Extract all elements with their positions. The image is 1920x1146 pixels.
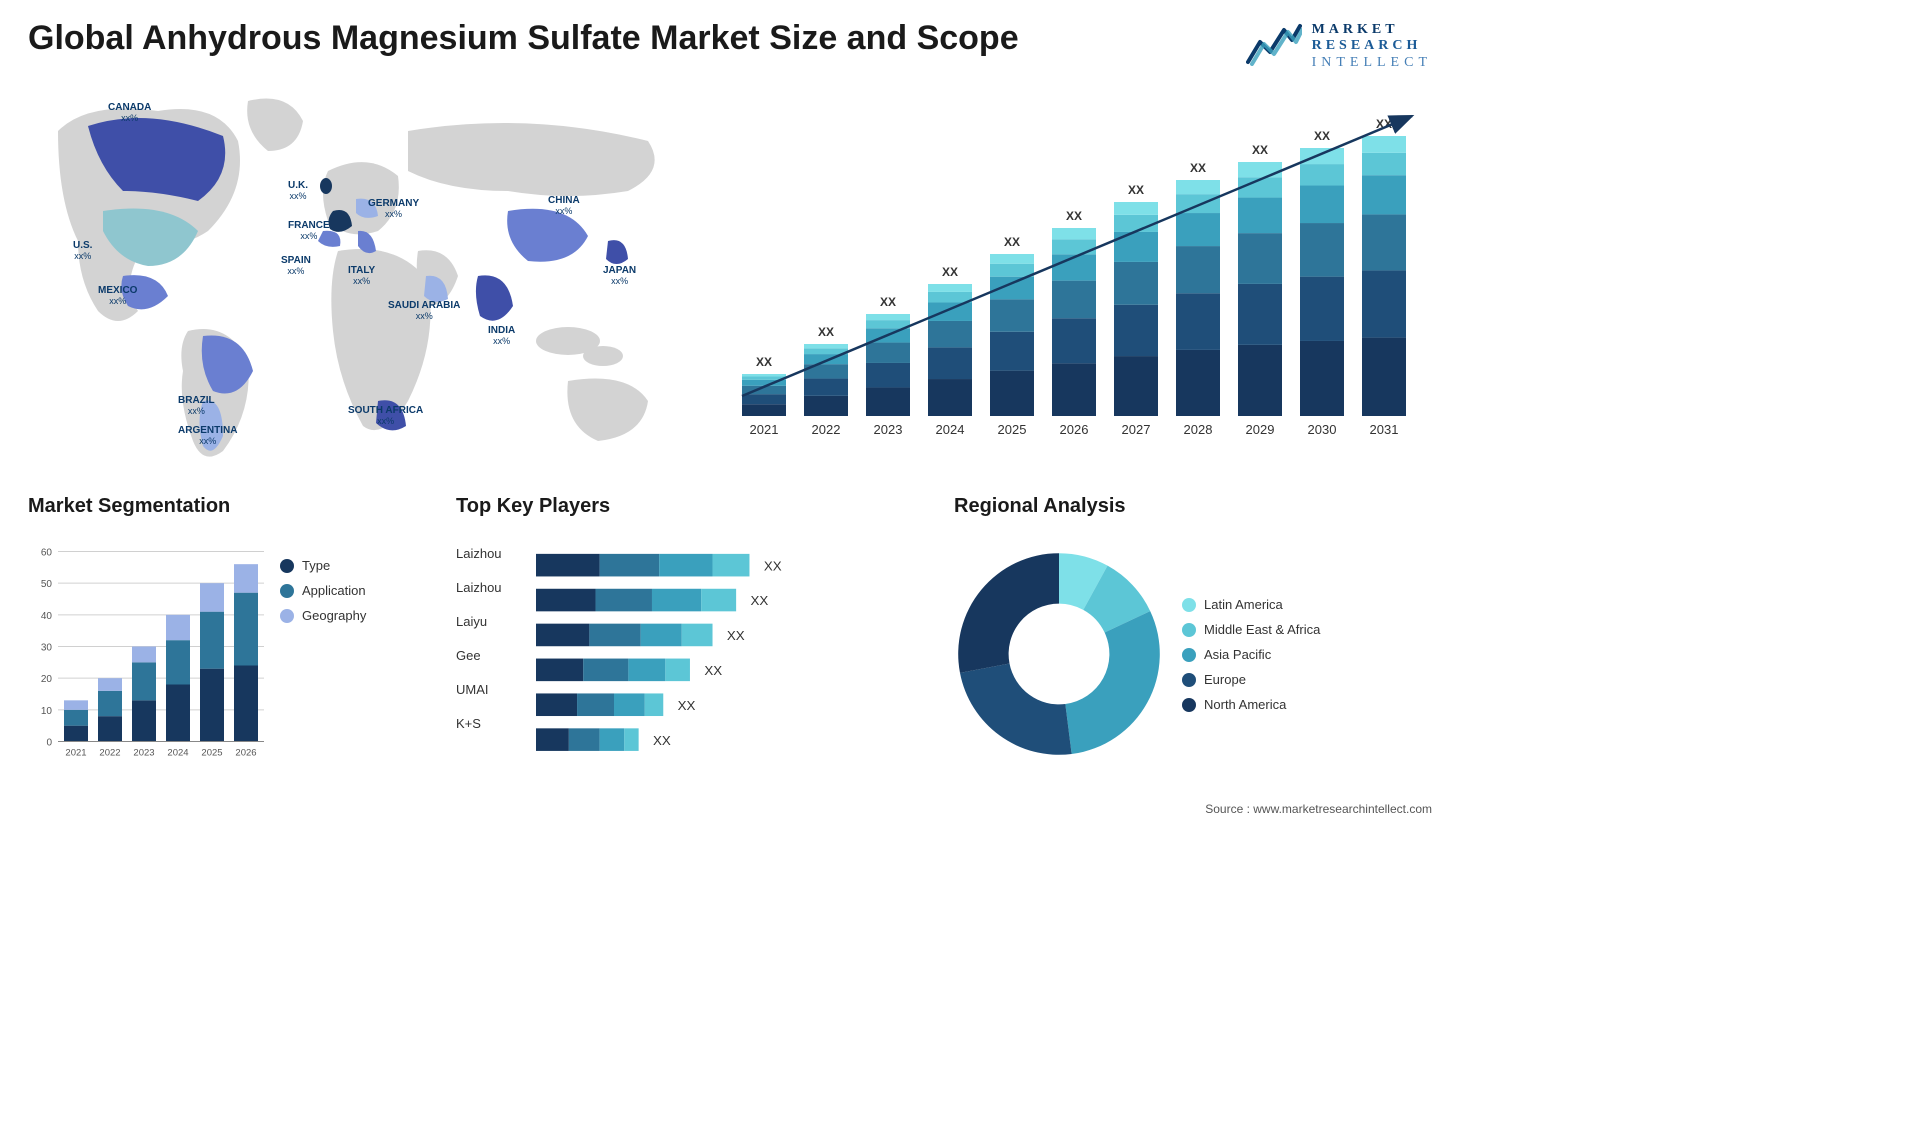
svg-text:XX: XX [1066, 209, 1082, 223]
svg-text:2030: 2030 [1308, 422, 1337, 437]
svg-text:20: 20 [41, 674, 53, 685]
infographic-page: Global Anhydrous Magnesium Sulfate Marke… [0, 0, 1460, 820]
segmentation-title: Market Segmentation [28, 495, 428, 518]
segmentation-chart-svg: 0 10 20 30 40 50 60 2021 2022 2023 2024 2025 2026 [28, 528, 268, 785]
svg-text:XX: XX [942, 265, 958, 279]
source-label: Source : [1205, 802, 1250, 816]
brand-icon [1246, 22, 1302, 71]
brand-line3: INTELLECT [1312, 55, 1432, 71]
page-title: Global Anhydrous Magnesium Sulfate Marke… [28, 18, 1019, 59]
donut-chart-svg [954, 549, 1164, 759]
brand-text: MARKET RESEARCH INTELLECT [1312, 22, 1432, 70]
regional-legend: Latin America Middle East & Africa Asia Pa… [1182, 591, 1432, 722]
svg-text:XX: XX [880, 295, 896, 309]
svg-text:2025: 2025 [998, 422, 1027, 437]
svg-text:40: 40 [41, 611, 53, 622]
world-map [28, 81, 688, 471]
region-legend-item: Europe [1182, 672, 1432, 687]
header: Global Anhydrous Magnesium Sulfate Marke… [28, 18, 1432, 71]
player-labels: LaizhouLaizhouLaiyuGeeUMAIK+S [456, 528, 536, 785]
players-body: LaizhouLaizhouLaiyuGeeUMAIK+S XXXXXXXXXX… [456, 528, 926, 785]
svg-text:2026: 2026 [1060, 422, 1089, 437]
svg-text:2028: 2028 [1184, 422, 1213, 437]
svg-text:2023: 2023 [133, 748, 154, 759]
seg-legend-application: Application [280, 583, 428, 598]
donut-holder [954, 549, 1164, 764]
bottom-row: Market Segmentation 0 10 20 30 40 50 60 2021 202… [28, 495, 1432, 785]
svg-text:0: 0 [46, 738, 52, 749]
forecast-chart: XX 2021 XX 2022 XX 2023 XX 2024 XX 2025 XX 2026 XX 20… [712, 81, 1432, 471]
region-legend-item: North America [1182, 697, 1432, 712]
svg-text:2024: 2024 [936, 422, 965, 437]
segmentation-body: 0 10 20 30 40 50 60 2021 2022 2023 2024 2025 2026 Ty… [28, 528, 428, 785]
svg-text:2025: 2025 [201, 748, 222, 759]
region-legend-item: Middle East & Africa [1182, 622, 1432, 637]
svg-text:XX: XX [751, 593, 769, 608]
svg-text:XX: XX [653, 733, 671, 748]
segmentation-legend: Type Application Geography [280, 528, 428, 785]
svg-text:XX: XX [704, 663, 722, 678]
svg-text:2021: 2021 [750, 422, 779, 437]
source-line: Source : www.marketresearchintellect.com [1205, 802, 1432, 816]
region-legend-item: Latin America [1182, 597, 1432, 612]
svg-text:XX: XX [1128, 183, 1144, 197]
svg-text:2023: 2023 [874, 422, 903, 437]
players-chart-svg: XX XX XX XX XX XX [536, 528, 926, 785]
segmentation-panel: Market Segmentation 0 10 20 30 40 50 60 2021 202… [28, 495, 428, 785]
svg-text:XX: XX [1190, 161, 1206, 175]
forecast-chart-svg: XX 2021 XX 2022 XX 2023 XX 2024 XX 2025 XX 2026 XX 20… [712, 81, 1432, 471]
player-label: K+S [456, 706, 536, 740]
svg-text:XX: XX [756, 355, 772, 369]
player-label: Laiyu [456, 604, 536, 638]
svg-text:XX: XX [818, 325, 834, 339]
top-row: CANADAxx%U.S.xx%MEXICOxx%BRAZILxx%ARGENT… [28, 81, 1432, 471]
svg-text:2031: 2031 [1370, 422, 1399, 437]
svg-text:XX: XX [678, 698, 696, 713]
svg-text:XX: XX [764, 558, 782, 573]
svg-text:2022: 2022 [812, 422, 841, 437]
brand-logo: MARKET RESEARCH INTELLECT [1246, 18, 1432, 71]
svg-text:XX: XX [1314, 129, 1330, 143]
seg-legend-geography: Geography [280, 608, 428, 623]
svg-text:2021: 2021 [65, 748, 86, 759]
player-bars: XX XX XX XX XX XX [536, 528, 926, 785]
regional-panel: Regional Analysis Latin America Middle Ea… [954, 495, 1432, 785]
player-label: Gee [456, 638, 536, 672]
segmentation-chart: 0 10 20 30 40 50 60 2021 2022 2023 2024 2025 2026 [28, 528, 268, 785]
players-panel: Top Key Players LaizhouLaizhouLaiyuGeeUM… [456, 495, 926, 785]
svg-text:2029: 2029 [1246, 422, 1275, 437]
player-label: Laizhou [456, 570, 536, 604]
svg-text:XX: XX [1252, 143, 1268, 157]
svg-text:60: 60 [41, 548, 53, 559]
player-label: UMAI [456, 672, 536, 706]
seg-legend-type: Type [280, 558, 428, 573]
brand-line2: RESEARCH [1312, 38, 1432, 54]
region-legend-item: Asia Pacific [1182, 647, 1432, 662]
source-value: www.marketresearchintellect.com [1253, 802, 1432, 816]
svg-text:30: 30 [41, 643, 53, 654]
regional-body: Latin America Middle East & Africa Asia Pa… [954, 528, 1432, 785]
svg-text:50: 50 [41, 579, 53, 590]
world-map-panel: CANADAxx%U.S.xx%MEXICOxx%BRAZILxx%ARGENT… [28, 81, 688, 471]
svg-text:10: 10 [41, 706, 53, 717]
svg-text:2027: 2027 [1122, 422, 1151, 437]
svg-text:XX: XX [727, 628, 745, 643]
svg-text:2024: 2024 [167, 748, 188, 759]
brand-line1: MARKET [1312, 22, 1432, 38]
players-title: Top Key Players [456, 495, 926, 518]
svg-text:XX: XX [1004, 235, 1020, 249]
player-label: Laizhou [456, 536, 536, 570]
regional-title: Regional Analysis [954, 495, 1432, 518]
svg-text:2026: 2026 [235, 748, 256, 759]
svg-text:2022: 2022 [99, 748, 120, 759]
